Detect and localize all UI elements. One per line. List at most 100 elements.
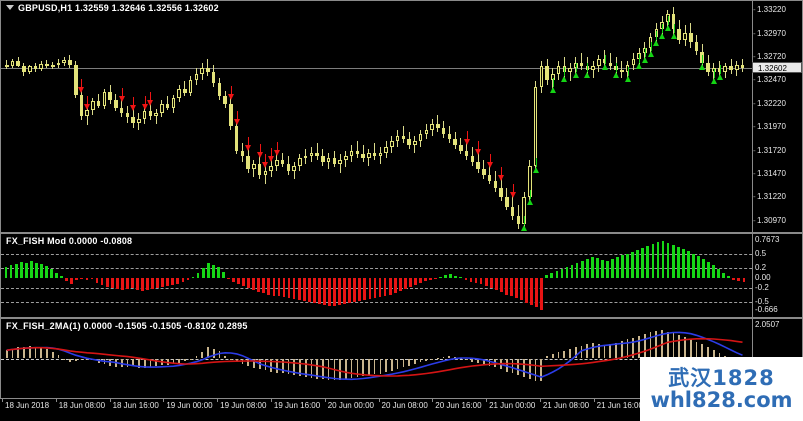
fx-fish-bar	[631, 251, 635, 278]
time-axis-label: 18 Jun 16:00	[112, 401, 159, 410]
price-axis-label: 1.32220	[757, 98, 786, 108]
fx-fish-2ma-bar	[207, 347, 209, 359]
fx-fish-2ma-bar	[442, 356, 445, 359]
candlestick	[62, 1, 66, 232]
fx-fish-mod-panel[interactable]: 0.7673 0.5 0.2 0.00 -0.2 -0.5 -0.666 FX_FISH M…	[0, 233, 803, 318]
fx-fish-bar	[60, 275, 64, 278]
buy-arrow-icon	[572, 71, 579, 78]
time-axis-tick	[2, 399, 3, 402]
fx-fish-bar	[611, 259, 614, 278]
candle-body	[694, 42, 699, 52]
candle-body	[372, 152, 377, 157]
time-axis-label: 20 Jun 00:00	[327, 401, 374, 410]
fx-fish-2ma-bar	[40, 347, 43, 359]
buy-arrow-icon	[636, 62, 643, 69]
fx-fish-bar	[555, 271, 559, 278]
fx-fish-2ma-bar	[316, 358, 318, 379]
fx-fish-axis-label: -0.5	[755, 297, 769, 307]
fx-fish-bar	[110, 277, 114, 288]
price-plot-area[interactable]	[1, 1, 802, 232]
candle-body	[321, 156, 325, 162]
candle-body	[119, 107, 124, 114]
candle-body	[142, 111, 147, 119]
price-axis-label: 1.31970	[757, 122, 786, 132]
fx-fish-bar	[419, 277, 422, 283]
fx-fish-2ma-plot-area[interactable]	[1, 319, 802, 398]
price-axis-label: 1.32470	[757, 75, 786, 85]
fx-fish-bar	[616, 257, 619, 278]
candlestick	[73, 1, 78, 232]
candlestick	[148, 1, 153, 232]
fx-fish-bar	[297, 277, 301, 301]
fx-fish-2ma-bar	[385, 358, 387, 373]
buy-arrow-stem	[524, 216, 526, 226]
candle-body	[355, 150, 360, 155]
candlestick	[246, 1, 250, 232]
candle-body	[591, 66, 595, 71]
symbol-label: GBPUSD,H1	[18, 3, 73, 13]
candle-body	[470, 156, 475, 162]
candlestick	[602, 1, 607, 232]
sell-arrow-icon	[147, 99, 154, 106]
fx-fish-axis-tick: 0.7673	[753, 235, 802, 245]
fx-fish-bar	[176, 277, 180, 284]
time-axis-label: 21 Jun 00:00	[489, 401, 536, 410]
candlestick	[539, 1, 544, 232]
fx-fish-bar	[489, 277, 493, 288]
candlestick	[344, 1, 348, 232]
candle-body	[631, 58, 636, 65]
fx-fish-2ma-bar	[414, 358, 416, 364]
fx-fish-bar	[499, 277, 503, 292]
fx-fish-bar	[19, 262, 23, 278]
fx-fish-bar	[45, 266, 48, 278]
candlestick	[464, 1, 469, 232]
fx-fish-bar	[161, 277, 165, 287]
candle-body	[326, 158, 331, 162]
buy-arrow-stem	[564, 66, 566, 76]
candle-body	[378, 152, 383, 157]
candlestick	[487, 1, 492, 232]
caret-down-icon[interactable]	[6, 5, 14, 11]
candlestick	[171, 1, 176, 232]
fx-fish-2ma-bar	[166, 358, 169, 365]
fx-fish-2ma-bar	[419, 358, 422, 363]
fx-fish-axis-label: -0.2	[755, 282, 769, 292]
fx-fish-2ma-bar	[517, 358, 520, 376]
price-chart-panel[interactable]: -1.33220 -1.32970 -1.32720 -1.32470 -1.32220…	[0, 0, 803, 233]
buy-arrow-stem	[644, 47, 646, 57]
fx-fish-2ma-bar	[264, 358, 267, 371]
fx-fish-2ma-bar	[505, 358, 508, 372]
candle-body	[361, 154, 365, 159]
candle-body	[22, 65, 26, 73]
fx-fish-2ma-bar	[51, 352, 54, 359]
time-axis-label: 21 Jun 16:00	[596, 401, 643, 410]
fx-fish-plot-area[interactable]	[1, 234, 802, 317]
fx-fish-2ma-bar	[408, 358, 410, 366]
candle-body	[723, 66, 728, 73]
candle-body	[246, 156, 250, 170]
fx-fish-bar	[575, 263, 579, 278]
candlestick	[96, 1, 101, 232]
candlestick	[447, 1, 452, 232]
fx-fish-2ma-bar	[603, 345, 606, 359]
candlestick	[229, 1, 233, 232]
fx-fish-2ma-bar	[201, 351, 204, 359]
fx-fish-bar	[247, 277, 250, 288]
fx-fish-2ma-bar	[592, 342, 594, 359]
candle-body	[39, 63, 44, 70]
fx-fish-bar	[474, 277, 478, 283]
fx-fish-bar	[676, 246, 680, 278]
candle-body	[79, 94, 84, 117]
candlestick	[194, 1, 199, 232]
candle-body	[298, 158, 302, 166]
candlestick	[482, 1, 486, 232]
candle-wick	[609, 53, 611, 71]
candlestick	[717, 1, 722, 232]
fx-fish-2ma-bar	[672, 333, 675, 359]
candlestick	[631, 1, 636, 232]
candlestick	[223, 1, 227, 232]
candle-body	[148, 111, 153, 117]
fx-fish-2ma-bar	[551, 354, 554, 359]
fx-fish-2ma-bar	[471, 358, 474, 362]
chart-symbol-title[interactable]: GBPUSD,H1 1.32559 1.32646 1.32556 1.3260…	[6, 3, 219, 13]
